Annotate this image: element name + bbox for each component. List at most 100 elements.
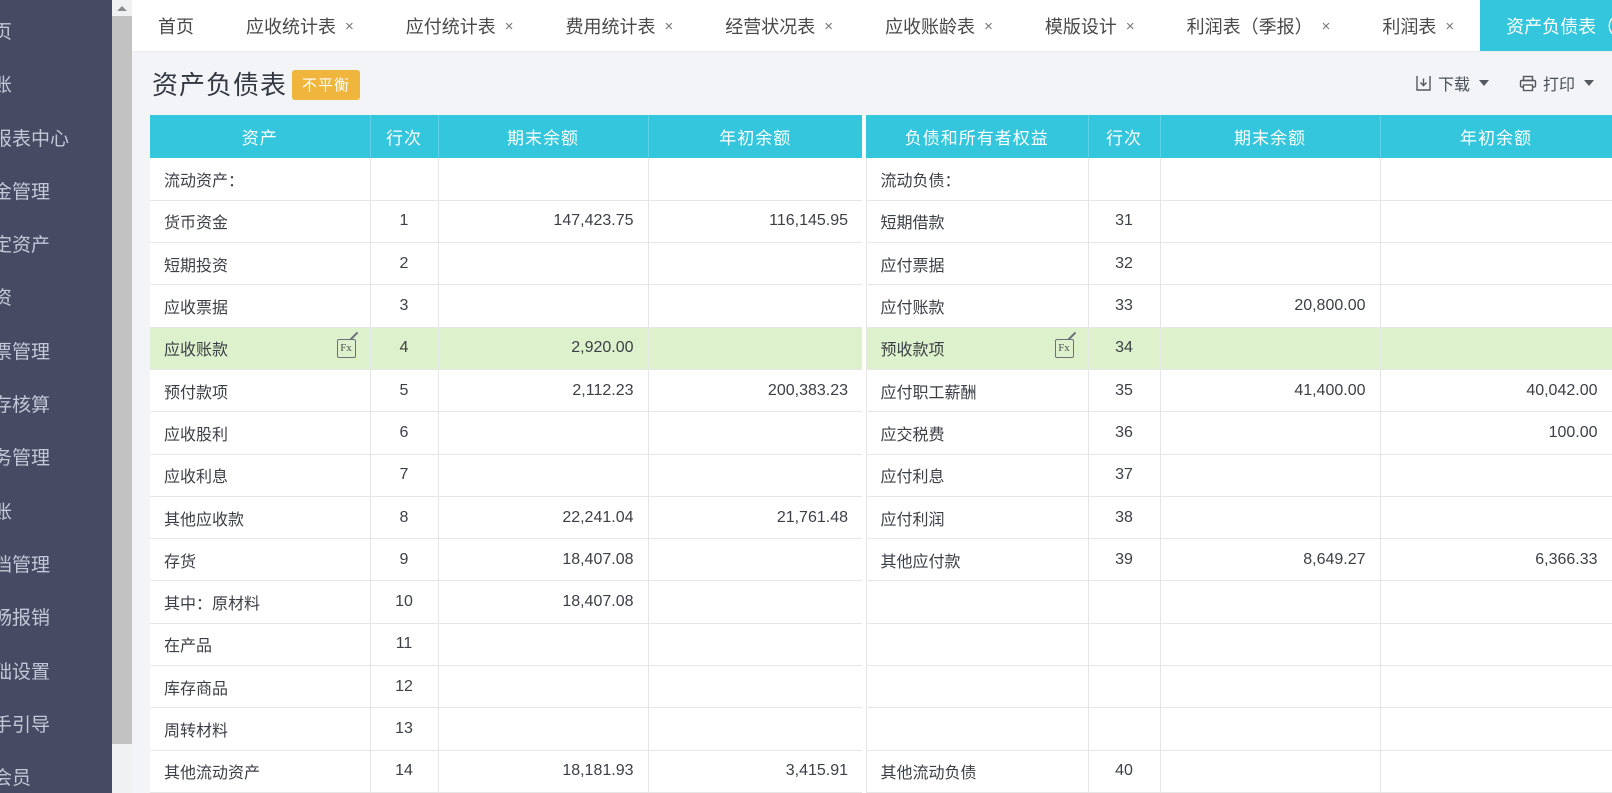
cell-right-end-balance[interactable] bbox=[1160, 411, 1381, 455]
cell-right-end-balance[interactable] bbox=[1160, 496, 1381, 540]
cell-right-begin-balance[interactable] bbox=[1380, 623, 1612, 667]
cell-left-line[interactable]: 7 bbox=[370, 454, 439, 497]
tab-9-active[interactable]: 资产负债表（重分类）× bbox=[1480, 0, 1612, 51]
col-header-end-balance-right[interactable]: 期末余额 bbox=[1160, 115, 1381, 158]
cell-left-begin-balance[interactable] bbox=[648, 242, 864, 286]
cell-right-line[interactable]: 39 bbox=[1088, 538, 1161, 582]
cell-left-begin-balance[interactable] bbox=[648, 158, 864, 201]
cell-left-end-balance[interactable]: 18,407.08 bbox=[438, 580, 649, 624]
cell-right-name[interactable]: 应付利润 bbox=[866, 496, 1089, 540]
sidebar-item-0[interactable]: 首页 bbox=[0, 6, 112, 59]
cell-left-name[interactable]: 应收账款 Fx bbox=[150, 327, 371, 370]
table-row[interactable]: 其他应收款 8 22,241.04 21,761.48 应付利润 38 bbox=[150, 496, 1612, 540]
cell-left-name[interactable]: 应收利息 bbox=[150, 454, 371, 497]
table-row[interactable]: 预付款项 5 2,112.23 200,383.23 应付职工薪酬 35 41,400.00… bbox=[150, 369, 1612, 413]
cell-left-name[interactable]: 短期投资 bbox=[150, 242, 371, 286]
cell-right-name[interactable]: 流动负债： bbox=[866, 158, 1089, 201]
cell-right-line[interactable] bbox=[1088, 580, 1161, 624]
cell-left-name[interactable]: 库存商品 bbox=[150, 665, 371, 709]
cell-right-end-balance[interactable] bbox=[1160, 665, 1381, 709]
tab-close-icon[interactable]: × bbox=[984, 17, 993, 35]
cell-right-name[interactable]: 应付职工薪酬 bbox=[866, 369, 1089, 413]
table-row[interactable]: 周转材料 13 bbox=[150, 707, 1612, 751]
cell-right-line[interactable]: 36 bbox=[1088, 411, 1161, 455]
cell-left-end-balance[interactable] bbox=[438, 158, 649, 201]
table-row[interactable]: 其他流动资产 14 18,181.93 3,415.91 其他流动负债 40 bbox=[150, 750, 1612, 793]
tab-7[interactable]: 利润表（季报） × bbox=[1161, 0, 1357, 51]
sidebar-item-2[interactable]: 云报表中心 bbox=[0, 113, 112, 166]
cell-right-name[interactable]: 短期借款 bbox=[866, 200, 1089, 244]
cell-right-name[interactable]: 其他流动负债 bbox=[866, 750, 1089, 793]
cell-right-end-balance[interactable] bbox=[1160, 242, 1381, 286]
cell-left-end-balance[interactable] bbox=[438, 284, 649, 328]
cell-right-end-balance[interactable] bbox=[1160, 750, 1381, 793]
cell-left-end-balance[interactable] bbox=[438, 454, 649, 497]
cell-right-end-balance[interactable] bbox=[1160, 707, 1381, 751]
tab-3[interactable]: 费用统计表 × bbox=[540, 0, 700, 51]
table-row[interactable]: 货币资金 1 147,423.75 116,145.95 短期借款 31 bbox=[150, 200, 1612, 244]
cell-left-name[interactable]: 货币资金 bbox=[150, 200, 371, 244]
scroll-up-arrow-icon[interactable] bbox=[112, 0, 132, 16]
cell-left-line[interactable]: 10 bbox=[370, 580, 439, 624]
tab-6[interactable]: 模版设计 × bbox=[1019, 0, 1161, 51]
cell-right-line[interactable] bbox=[1088, 158, 1161, 201]
sidebar-item-3[interactable]: 资金管理 bbox=[0, 166, 112, 219]
table-row[interactable]: 存货 9 18,407.08 其他应付款 39 8,649.27 6,366.33 bbox=[150, 538, 1612, 582]
cell-left-line[interactable] bbox=[370, 158, 439, 201]
cell-left-end-balance[interactable]: 22,241.04 bbox=[438, 496, 649, 540]
col-header-line-left[interactable]: 行次 bbox=[370, 115, 439, 158]
chevron-down-icon[interactable] bbox=[1584, 80, 1594, 86]
table-row[interactable]: 短期投资 2 应付票据 32 bbox=[150, 242, 1612, 286]
cell-left-name[interactable]: 预付款项 bbox=[150, 369, 371, 413]
cell-left-line[interactable]: 14 bbox=[370, 750, 439, 793]
cell-right-line[interactable]: 37 bbox=[1088, 454, 1161, 497]
cell-left-end-balance[interactable]: 18,181.93 bbox=[438, 750, 649, 793]
cell-left-begin-balance[interactable] bbox=[648, 327, 864, 370]
cell-right-name[interactable]: 预收款项 Fx bbox=[866, 327, 1089, 370]
formula-edit-icon[interactable]: Fx bbox=[1054, 338, 1074, 358]
col-header-liabilities[interactable]: 负债和所有者权益 bbox=[866, 115, 1089, 158]
cell-left-end-balance[interactable] bbox=[438, 411, 649, 455]
tab-close-icon[interactable]: × bbox=[1125, 17, 1135, 35]
cell-left-begin-balance[interactable] bbox=[648, 623, 864, 667]
sidebar-item-10[interactable]: 归档管理 bbox=[0, 539, 112, 592]
scrollbar-thumb[interactable] bbox=[112, 16, 132, 744]
cell-left-line[interactable]: 13 bbox=[370, 707, 439, 751]
cell-right-end-balance[interactable] bbox=[1160, 454, 1381, 497]
cell-left-begin-balance[interactable] bbox=[648, 580, 864, 624]
cell-left-name[interactable]: 其他流动资产 bbox=[150, 750, 371, 793]
table-row[interactable]: 应收股利 6 应交税费 36 100.00 bbox=[150, 411, 1612, 455]
cell-left-end-balance[interactable] bbox=[438, 242, 649, 286]
tab-5[interactable]: 应收账龄表 × bbox=[859, 0, 1019, 51]
cell-left-end-balance[interactable]: 2,112.23 bbox=[438, 369, 649, 413]
cell-left-begin-balance[interactable] bbox=[648, 538, 864, 582]
cell-right-name[interactable]: 应付利息 bbox=[866, 454, 1089, 497]
cell-left-name[interactable]: 流动资产： bbox=[150, 158, 371, 201]
cell-left-line[interactable]: 8 bbox=[370, 496, 439, 540]
cell-left-begin-balance[interactable]: 21,761.48 bbox=[648, 496, 864, 540]
cell-right-begin-balance[interactable] bbox=[1380, 750, 1612, 793]
cell-left-begin-balance[interactable] bbox=[648, 284, 864, 328]
tab-8[interactable]: 利润表 × bbox=[1356, 0, 1480, 51]
cell-left-line[interactable]: 12 bbox=[370, 665, 439, 709]
cell-right-end-balance[interactable] bbox=[1160, 580, 1381, 624]
cell-left-begin-balance[interactable]: 3,415.91 bbox=[648, 750, 864, 793]
cell-right-name[interactable] bbox=[866, 707, 1089, 751]
cell-right-begin-balance[interactable] bbox=[1380, 707, 1612, 751]
cell-left-line[interactable]: 3 bbox=[370, 284, 439, 328]
table-row[interactable]: 库存商品 12 bbox=[150, 665, 1612, 709]
cell-right-name[interactable] bbox=[866, 623, 1089, 667]
cell-left-line[interactable]: 1 bbox=[370, 200, 439, 244]
table-row[interactable]: 应收账款 Fx 4 2,920.00 预收款项 Fx 34 bbox=[150, 327, 1612, 370]
cell-right-name[interactable]: 应交税费 bbox=[866, 411, 1089, 455]
tab-0[interactable]: 首页 bbox=[132, 0, 220, 51]
cell-right-end-balance[interactable] bbox=[1160, 327, 1381, 370]
cell-left-line[interactable]: 2 bbox=[370, 242, 439, 286]
cell-left-begin-balance[interactable]: 116,145.95 bbox=[648, 200, 864, 244]
cell-left-begin-balance[interactable] bbox=[648, 707, 864, 751]
cell-right-begin-balance[interactable] bbox=[1380, 665, 1612, 709]
cell-right-begin-balance[interactable]: 40,042.00 bbox=[1380, 369, 1612, 413]
sidebar-item-7[interactable]: 库存核算 bbox=[0, 379, 112, 432]
cell-right-name[interactable] bbox=[866, 580, 1089, 624]
cell-left-end-balance[interactable]: 2,920.00 bbox=[438, 327, 649, 370]
